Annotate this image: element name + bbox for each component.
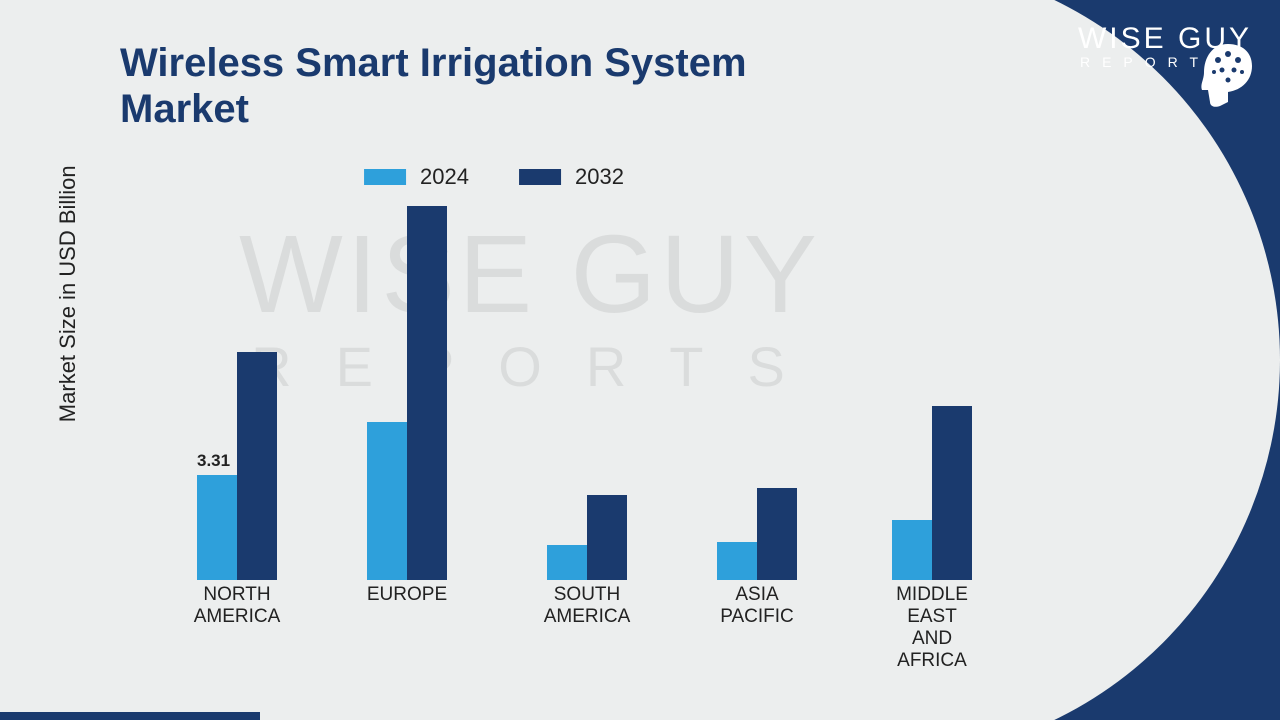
- bar-2024: [197, 475, 237, 580]
- brand-logo: WISE GUY REPORTS: [1078, 22, 1252, 70]
- bar-2024: [717, 542, 757, 580]
- bar-plot: 3.31: [132, 200, 972, 580]
- legend-swatch-2024: [364, 169, 406, 185]
- bottom-accent-bar: [0, 712, 260, 720]
- bar-2024: [547, 545, 587, 580]
- bar-2024: [892, 520, 932, 580]
- legend-item-2024: 2024: [364, 164, 469, 190]
- legend: 2024 2032: [364, 164, 624, 190]
- bar-2032: [757, 488, 797, 580]
- bar-2032: [932, 406, 972, 580]
- bar-2024: [367, 422, 407, 580]
- x-axis-label: NORTHAMERICA: [167, 584, 307, 628]
- bar-group: 3.31: [197, 352, 277, 580]
- legend-label-2024: 2024: [420, 164, 469, 190]
- x-axis-label: EUROPE: [337, 584, 477, 606]
- bar-group: [547, 495, 627, 581]
- bar-2032: [587, 495, 627, 581]
- bar-group: [892, 406, 972, 580]
- bar-value-label: 3.31: [197, 451, 230, 471]
- legend-swatch-2032: [519, 169, 561, 185]
- chart-title: Wireless Smart Irrigation System Market: [120, 40, 840, 132]
- logo-head-icon: [1198, 40, 1258, 110]
- chart-area: Market Size in USD Billion 2024 2032 3.3…: [60, 160, 980, 700]
- bar-2032: [237, 352, 277, 580]
- right-brand-panel: WISE GUY REPORTS: [960, 0, 1280, 720]
- bar-group: [717, 488, 797, 580]
- y-axis-label: Market Size in USD Billion: [55, 165, 81, 422]
- x-axis-label: SOUTHAMERICA: [517, 584, 657, 628]
- legend-label-2032: 2032: [575, 164, 624, 190]
- bar-2032: [407, 206, 447, 580]
- bar-group: [367, 206, 447, 580]
- x-axis-label: ASIAPACIFIC: [687, 584, 827, 628]
- x-axis-label: MIDDLEEASTANDAFRICA: [862, 584, 1002, 671]
- legend-item-2032: 2032: [519, 164, 624, 190]
